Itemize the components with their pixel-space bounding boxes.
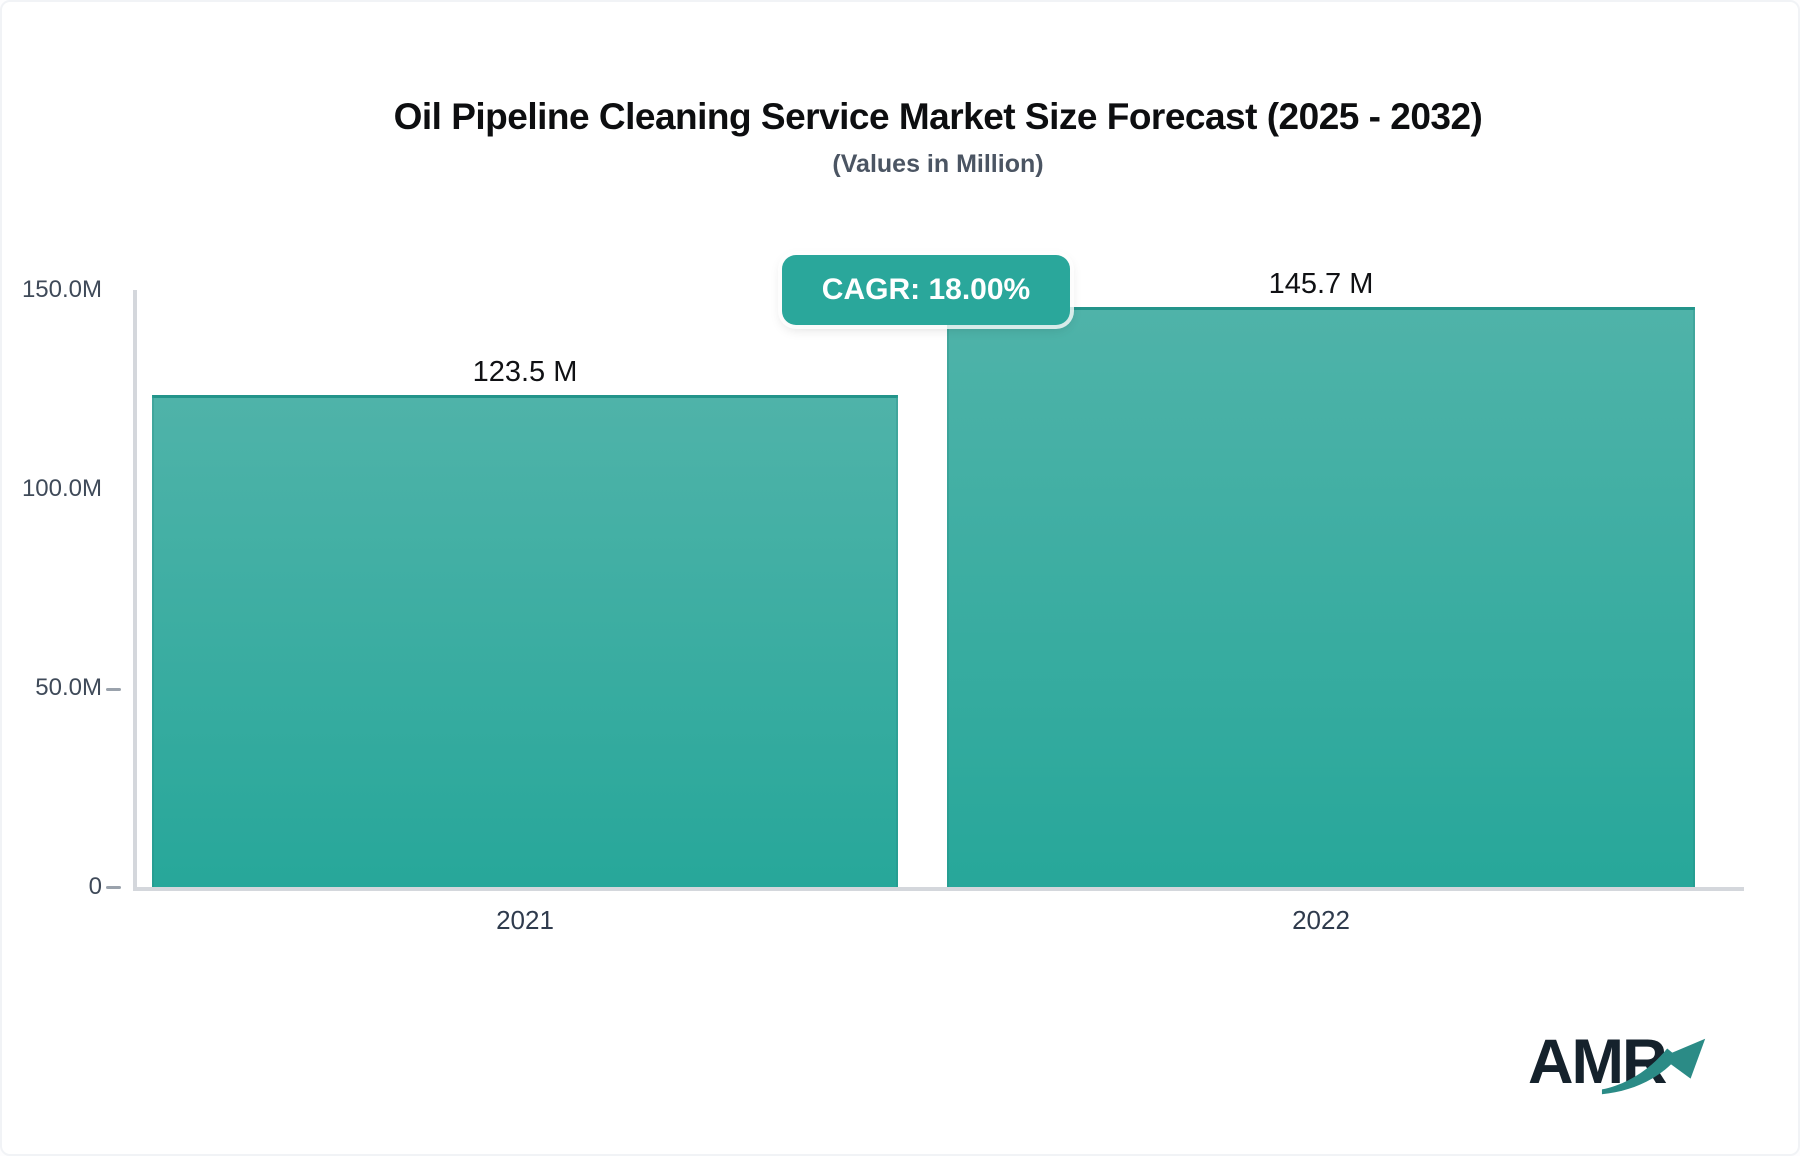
amr-logo-text: AMR <box>1528 1027 1667 1097</box>
y-axis-line <box>133 290 137 891</box>
amr-logo: AMR <box>1528 1026 1728 1116</box>
bar-2021 <box>152 395 898 887</box>
x-axis-line <box>133 887 1744 891</box>
chart-title: Oil Pipeline Cleaning Service Market Siz… <box>393 96 1483 137</box>
y-axis-tick-mark <box>106 886 121 889</box>
y-axis-tick-label: 150.0M <box>21 276 102 303</box>
cagr-badge: CAGR: 18.00% <box>782 255 1070 325</box>
bar-value-label: 145.7 M <box>1268 268 1374 300</box>
y-axis-tick-label: 100.0M <box>21 475 102 502</box>
x-axis-category-label: 2021 <box>496 905 554 935</box>
x-axis-category-label: 2022 <box>1292 905 1350 935</box>
bar-2022 <box>947 307 1695 887</box>
chart-subtitle: (Values in Million) <box>832 150 1044 178</box>
y-axis-tick-label: 50.0M <box>35 674 102 701</box>
y-axis-tick-label: 0 <box>88 873 102 900</box>
bar-value-label: 123.5 M <box>472 356 578 388</box>
y-axis-tick-mark <box>106 688 121 691</box>
trend-up-arrow-icon <box>1601 1038 1706 1095</box>
